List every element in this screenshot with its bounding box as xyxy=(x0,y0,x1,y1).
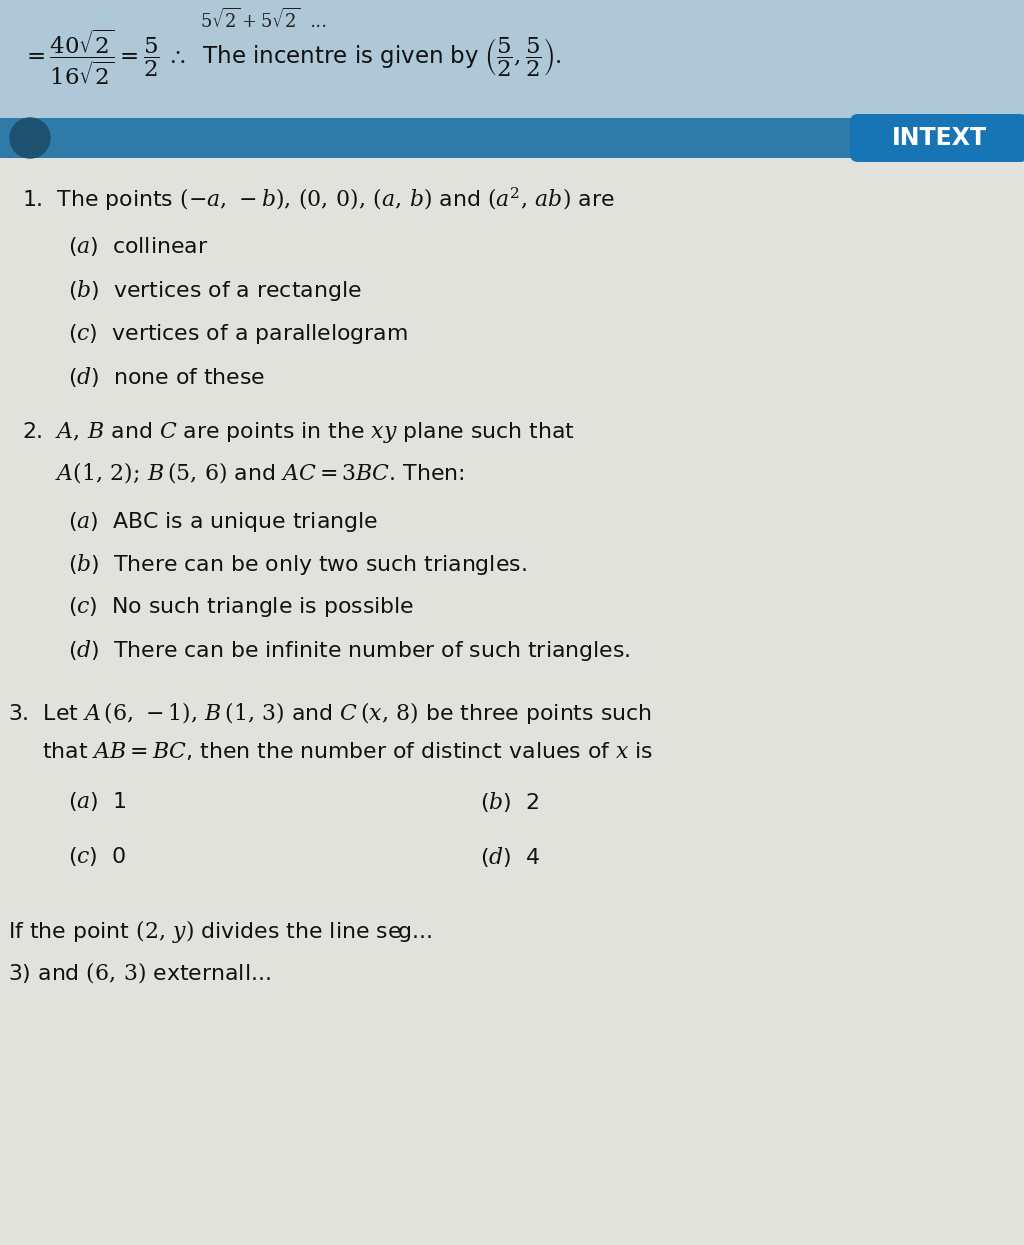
Text: ($b$)  2: ($b$) 2 xyxy=(480,791,539,814)
FancyBboxPatch shape xyxy=(850,115,1024,162)
Circle shape xyxy=(10,118,50,158)
FancyBboxPatch shape xyxy=(0,158,1024,1245)
Text: ($c$)  vertices of a parallelogram: ($c$) vertices of a parallelogram xyxy=(68,322,408,346)
Text: that $AB = BC$, then the number of distinct values of $x$ is: that $AB = BC$, then the number of disti… xyxy=(42,740,653,762)
Text: If the point $(2,\,y)$ divides the line se$\!$g...: If the point $(2,\,y)$ divides the line … xyxy=(8,918,432,945)
Text: ($d$)  4: ($d$) 4 xyxy=(480,845,540,869)
Text: ($d$)  none of these: ($d$) none of these xyxy=(68,365,265,388)
Text: $=\dfrac{40\sqrt{2}}{16\sqrt{2}}=\dfrac{5}{2}$$\;\therefore\;$ The incentre is g: $=\dfrac{40\sqrt{2}}{16\sqrt{2}}=\dfrac{… xyxy=(22,27,562,88)
FancyBboxPatch shape xyxy=(0,0,1024,118)
Text: ($b$)  vertices of a rectangle: ($b$) vertices of a rectangle xyxy=(68,278,361,303)
Text: ($b$)  There can be only two such triangles.: ($b$) There can be only two such triangl… xyxy=(68,552,526,576)
Text: 3) and $(6,\,3)$ externall...: 3) and $(6,\,3)$ externall... xyxy=(8,960,270,985)
Text: ($a$)  ABC is a unique triangle: ($a$) ABC is a unique triangle xyxy=(68,510,378,534)
Text: 1.  The points $(-a,\,-b),\,(0,\,0),\,(a,\,b)$ and $(a^2,\,ab)$ are: 1. The points $(-a,\,-b),\,(0,\,0),\,(a,… xyxy=(22,186,614,213)
Text: ($a$)  collinear: ($a$) collinear xyxy=(68,235,208,258)
Text: ($d$)  There can be infinite number of such triangles.: ($d$) There can be infinite number of su… xyxy=(68,637,630,664)
Text: $5\sqrt{2} + 5\sqrt{2}$  ...: $5\sqrt{2} + 5\sqrt{2}$ ... xyxy=(200,7,327,32)
Text: ($c$)  No such triangle is possible: ($c$) No such triangle is possible xyxy=(68,595,414,619)
Text: INTEXT: INTEXT xyxy=(892,126,986,149)
Text: $A(1,\,2);\,B\,(5,\,6)$ and $AC = 3BC$. Then:: $A(1,\,2);\,B\,(5,\,6)$ and $AC = 3BC$. … xyxy=(55,459,465,486)
Text: ($a$)  1: ($a$) 1 xyxy=(68,791,126,813)
Text: 2.  $A,\,B$ and $C$ are points in the $xy$ plane such that: 2. $A,\,B$ and $C$ are points in the $xy… xyxy=(22,420,575,444)
FancyBboxPatch shape xyxy=(0,118,1024,158)
Text: 3.  Let $A\,(6,\,-1),\,B\,(1,\,3)$ and $C\,(x,\,8)$ be three points such: 3. Let $A\,(6,\,-1),\,B\,(1,\,3)$ and $C… xyxy=(8,700,651,726)
Text: ($c$)  0: ($c$) 0 xyxy=(68,845,126,868)
